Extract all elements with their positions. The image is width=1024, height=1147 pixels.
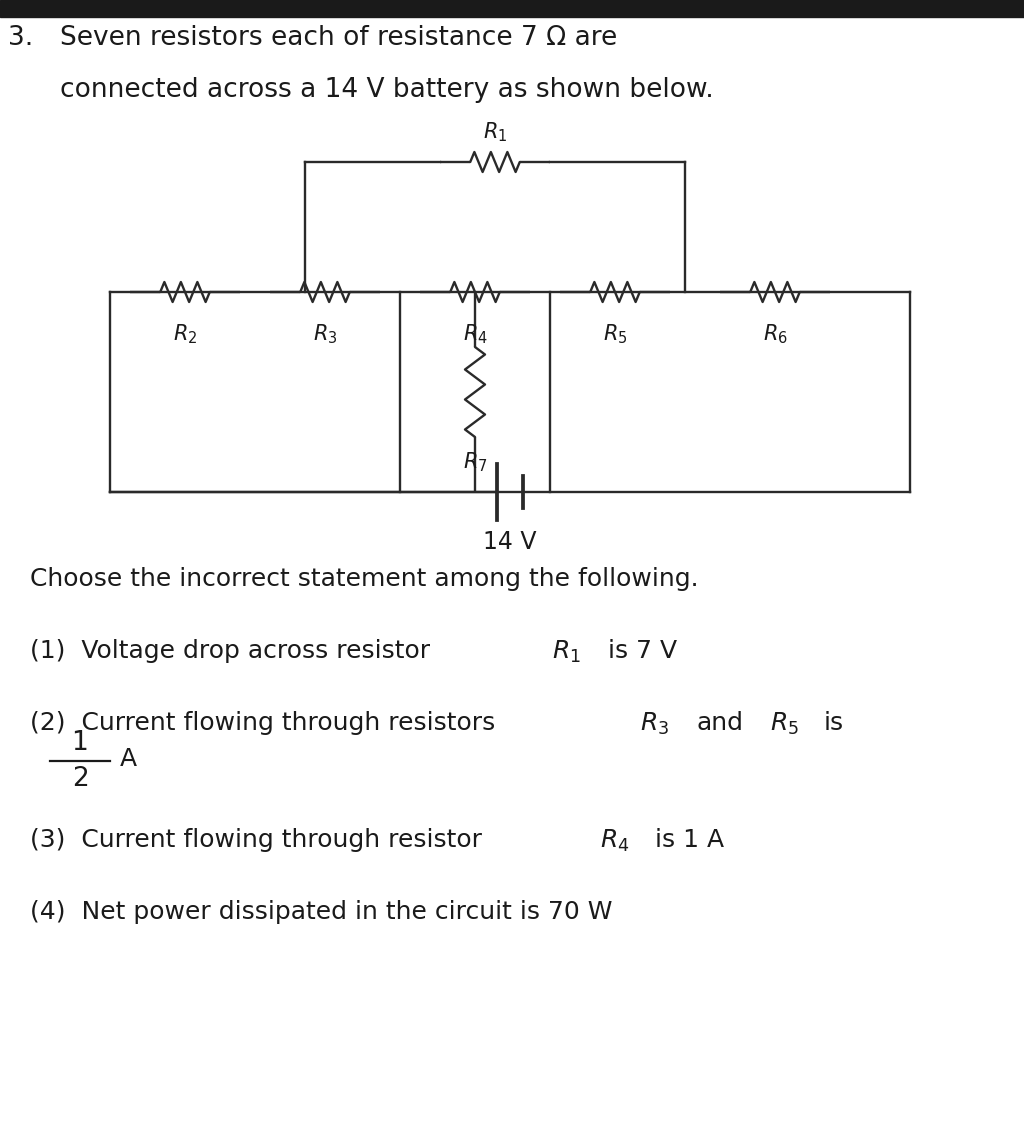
- Bar: [0, 0, 1024, 17]
- Text: 3.: 3.: [8, 25, 33, 50]
- Text: $R_5$: $R_5$: [603, 322, 628, 345]
- Text: (3)  Current flowing through resistor: (3) Current flowing through resistor: [30, 828, 487, 852]
- Text: is 1 A: is 1 A: [655, 828, 724, 852]
- Text: 1: 1: [72, 729, 88, 756]
- Text: $R_7$: $R_7$: [463, 451, 487, 474]
- Text: $R_4$: $R_4$: [463, 322, 487, 345]
- Text: (2)  Current flowing through resistors: (2) Current flowing through resistors: [30, 711, 501, 735]
- Text: $R_2$: $R_2$: [173, 322, 198, 345]
- Text: is 7 V: is 7 V: [608, 639, 677, 663]
- Text: $R_6$: $R_6$: [763, 322, 787, 345]
- Text: Choose the incorrect statement among the following.: Choose the incorrect statement among the…: [30, 567, 698, 591]
- Text: $R_1$: $R_1$: [552, 639, 581, 665]
- Text: A: A: [120, 747, 137, 771]
- Text: and: and: [696, 711, 743, 735]
- Text: Seven resistors each of resistance 7 Ω are: Seven resistors each of resistance 7 Ω a…: [60, 25, 617, 50]
- Text: connected across a 14 V battery as shown below.: connected across a 14 V battery as shown…: [60, 77, 714, 103]
- Text: $R_1$: $R_1$: [482, 120, 507, 145]
- Text: $R_3$: $R_3$: [640, 711, 669, 738]
- Text: $R_3$: $R_3$: [312, 322, 337, 345]
- Text: $R_4$: $R_4$: [600, 828, 630, 855]
- Text: $R_5$: $R_5$: [770, 711, 799, 738]
- Text: (1)  Voltage drop across resistor: (1) Voltage drop across resistor: [30, 639, 435, 663]
- Text: 2: 2: [72, 766, 88, 791]
- Text: 14 V: 14 V: [483, 530, 537, 554]
- Text: (4)  Net power dissipated in the circuit is 70 W: (4) Net power dissipated in the circuit …: [30, 900, 612, 924]
- Text: is: is: [824, 711, 844, 735]
